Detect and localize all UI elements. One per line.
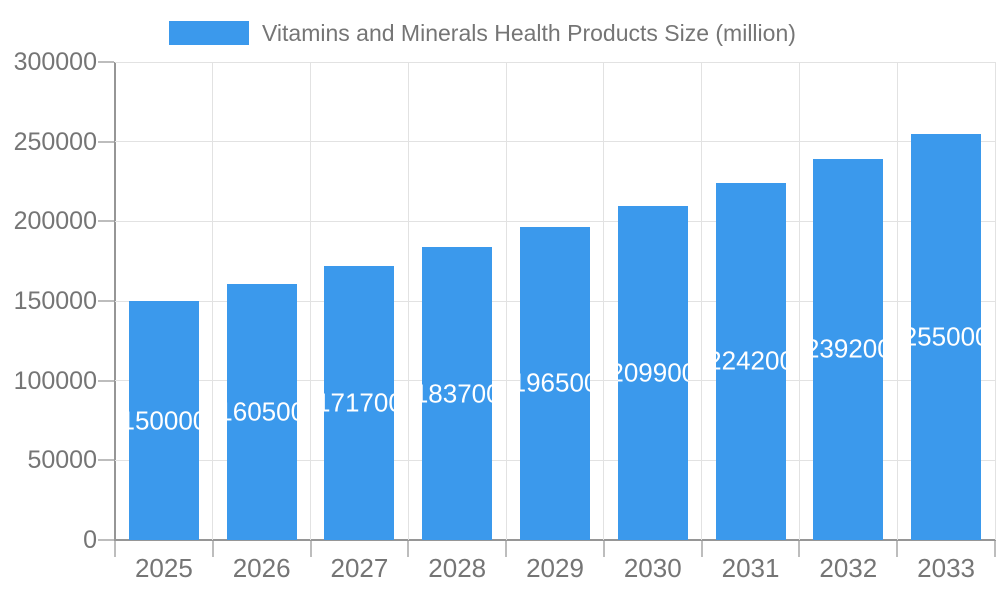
gridline-v <box>798 62 800 540</box>
x-axis-line <box>114 539 996 541</box>
y-tick-label: 250000 <box>13 127 97 156</box>
gridline-h <box>115 220 995 222</box>
y-tick <box>98 140 114 143</box>
x-tick <box>896 541 899 557</box>
bar-value-label: 224200 <box>716 345 786 376</box>
gridline-v <box>505 62 507 540</box>
bar-value-label: 183700 <box>422 378 492 409</box>
bar: 160500 <box>226 284 297 540</box>
legend-swatch <box>169 21 249 45</box>
y-tick <box>98 539 114 541</box>
y-tick <box>98 61 114 63</box>
x-tick-label: 2026 <box>232 553 291 583</box>
y-tick <box>98 379 114 382</box>
legend: Vitamins and Minerals Health Products Si… <box>0 18 1000 48</box>
gridline-v <box>994 62 996 540</box>
bar-value-label: 150000 <box>129 405 199 435</box>
x-tick-label: 2028 <box>428 553 487 583</box>
bar-value-label: 160500 <box>227 396 297 427</box>
x-tick-label: 2029 <box>526 553 584 583</box>
y-tick-label: 50000 <box>27 446 97 475</box>
y-tick-label: 100000 <box>13 366 97 395</box>
y-tick <box>98 300 114 302</box>
y-tick <box>98 459 114 462</box>
gridline-h <box>115 61 995 63</box>
gridline-h <box>115 141 995 143</box>
gridline-v <box>310 62 312 540</box>
bar: 150000 <box>128 301 199 540</box>
gridline-v <box>407 62 409 540</box>
bar: 224200 <box>715 182 786 540</box>
x-tick <box>505 541 508 557</box>
bar: 183700 <box>422 247 493 540</box>
x-tick <box>407 541 410 557</box>
x-tick-label: 2032 <box>819 553 878 583</box>
x-tick-label: 2025 <box>134 553 193 583</box>
legend-label: Vitamins and Minerals Health Products Si… <box>262 20 796 46</box>
x-tick-label: 2031 <box>721 553 780 583</box>
bar: 209900 <box>617 205 688 540</box>
x-tick <box>700 541 703 557</box>
y-tick-label: 150000 <box>13 287 97 315</box>
y-tick-label: 300000 <box>13 48 97 76</box>
bar-value-label: 209900 <box>618 357 688 388</box>
plot-area: 150000 160500 171700 183700 196500 209900 2242… <box>115 61 996 540</box>
bar: 239200 <box>813 158 884 540</box>
bar-value-label: 171700 <box>324 387 394 418</box>
gridline-v <box>896 62 898 540</box>
y-tick-label: 200000 <box>13 207 97 236</box>
x-tick-label: 2033 <box>917 553 976 583</box>
bar-value-label: 196500 <box>520 367 590 398</box>
gridline-v <box>701 62 703 540</box>
bar-value-label: 239200 <box>813 333 883 364</box>
x-tick <box>602 541 605 557</box>
bar: 255000 <box>911 133 982 540</box>
x-tick <box>309 541 312 557</box>
x-tick <box>211 541 214 557</box>
gridline-v <box>603 62 605 540</box>
y-tick <box>98 220 114 223</box>
x-tick-label: 2030 <box>623 553 682 583</box>
bar-value-label: 255000 <box>911 321 981 352</box>
gridline-v <box>212 62 214 540</box>
bar: 196500 <box>520 226 590 540</box>
x-tick <box>114 541 116 557</box>
x-tick <box>994 541 996 557</box>
bar: 171700 <box>324 266 395 540</box>
x-tick-label: 2027 <box>330 553 389 583</box>
y-tick-label: 0 <box>83 526 97 554</box>
x-tick <box>798 541 801 557</box>
